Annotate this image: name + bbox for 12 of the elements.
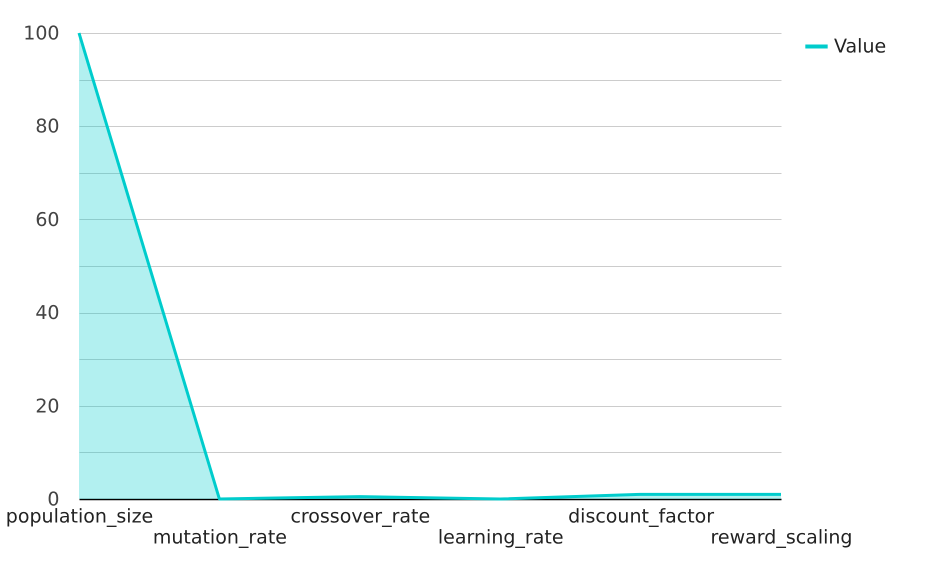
x-tick-label: crossover_rate [290,506,430,528]
x-tick-label: learning_rate [438,526,564,548]
x-tick-label: discount_factor [568,506,714,528]
y-tick-label: 100 [23,22,60,44]
y-tick-label: 60 [35,208,60,231]
y-tick-label: 80 [35,116,60,138]
y-tick-label: 40 [35,302,60,324]
y-tick-label: 20 [35,395,60,418]
x-tick-label: population_size [6,506,154,528]
legend-label: Value [834,36,886,58]
x-tick-label: reward_scaling [710,526,852,548]
x-tick-label: mutation_rate [152,526,287,548]
